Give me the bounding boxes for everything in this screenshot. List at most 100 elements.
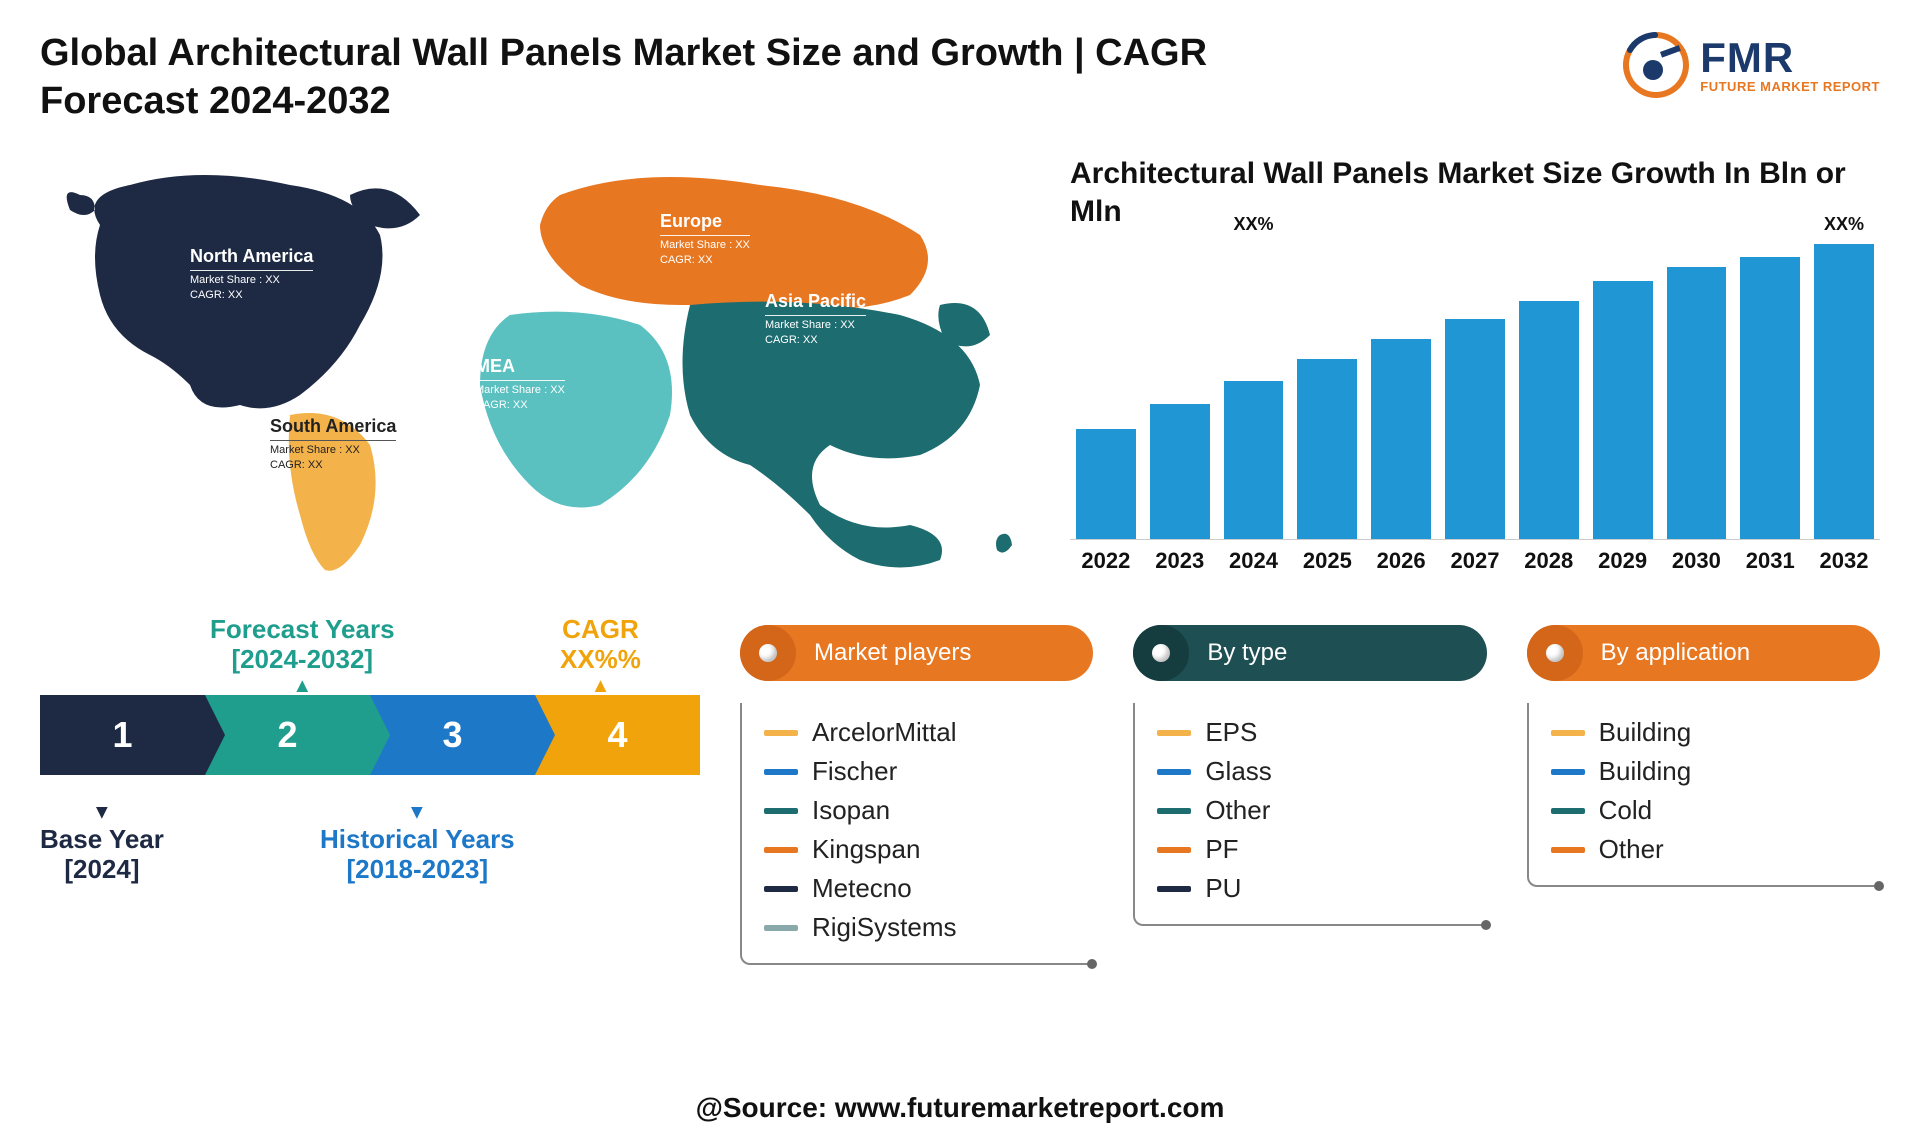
list-item: Building [1551,713,1880,752]
fmr-logo: FMR FUTURE MARKET REPORT [1620,30,1880,100]
list-item: Other [1551,830,1880,869]
bar-2029 [1593,240,1653,539]
x-label: 2031 [1740,548,1800,574]
x-label: 2025 [1297,548,1357,574]
dash-icon [764,847,798,853]
logo-sub: FUTURE MARKET REPORT [1700,79,1880,94]
list-item: RigiSystems [764,908,1093,947]
x-label: 2023 [1150,548,1210,574]
list-item-label: PU [1205,873,1241,904]
list-item-label: Fischer [812,756,897,787]
timeline-seg-2: 2 [205,695,370,775]
dash-icon [764,925,798,931]
list-item: PF [1157,830,1486,869]
x-label: 2032 [1814,548,1874,574]
dash-icon [1551,769,1585,775]
bar-2028 [1519,240,1579,539]
region-label-eu: EuropeMarket Share : XXCAGR: XX [660,210,750,267]
logo-abbr: FMR [1700,37,1880,79]
bar-callout: XX% [1824,214,1864,235]
region-label-sa: South AmericaMarket Share : XXCAGR: XX [270,415,396,472]
chart-title: Architectural Wall Panels Market Size Gr… [1070,155,1880,230]
list-item: ArcelorMittal [764,713,1093,752]
dash-icon [764,730,798,736]
x-label: 2028 [1519,548,1579,574]
list-item-label: Building [1599,756,1692,787]
bar-2032: XX% [1814,240,1874,539]
x-label: 2022 [1076,548,1136,574]
timeline-seg-1: 1 [40,695,205,775]
dash-icon [764,886,798,892]
list-item: PU [1157,869,1486,908]
dash-icon [1551,730,1585,736]
by-type-block: By type EPS Glass Other PF PU [1133,625,1486,965]
bar-callout: XX% [1234,214,1274,235]
timeline: Forecast Years [2024-2032] ▲ CAGR XX%% ▲… [40,625,700,965]
bullet-icon [1133,625,1189,681]
region-label-na: North AmericaMarket Share : XXCAGR: XX [190,245,313,302]
pill-by-type: By type [1133,625,1486,681]
x-label: 2030 [1667,548,1727,574]
bar-2024: XX% [1224,240,1284,539]
dash-icon [1551,847,1585,853]
pill-label: Market players [814,639,971,667]
dash-icon [1157,808,1191,814]
timeline-seg-3: 3 [370,695,535,775]
dash-icon [1551,808,1585,814]
list-item-label: Other [1205,795,1270,826]
market-players-block: Market players ArcelorMittal Fischer Isopa… [740,625,1093,965]
dash-icon [1157,730,1191,736]
bar-2026 [1371,240,1431,539]
list-item-label: Building [1599,717,1692,748]
list-item: Cold [1551,791,1880,830]
pill-label: By application [1601,639,1750,667]
dash-icon [1157,847,1191,853]
bar-2027 [1445,240,1505,539]
x-label: 2027 [1445,548,1505,574]
list-item-label: ArcelorMittal [812,717,956,748]
forecast-label: Forecast Years [210,614,395,644]
list-item: Fischer [764,752,1093,791]
bar-2031 [1740,240,1800,539]
list-item-label: RigiSystems [812,912,956,943]
bullet-icon [740,625,796,681]
chevron-down-icon: ▲ [407,801,427,824]
list-item-label: Isopan [812,795,890,826]
forecast-range: [2024-2032] [231,644,373,674]
by-application-block: By application Building Building Cold Other [1527,625,1880,965]
pill-market-players: Market players [740,625,1093,681]
dash-icon [1157,769,1191,775]
timeline-seg-4: 4 [535,695,700,775]
list-item-label: Kingspan [812,834,920,865]
region-label-ap: Asia PacificMarket Share : XXCAGR: XX [765,290,866,347]
list-item: Isopan [764,791,1093,830]
list-item: Building [1551,752,1880,791]
page-title: Global Architectural Wall Panels Market … [40,30,1340,125]
cagr-label: CAGR [562,614,639,644]
bar-2025 [1297,240,1357,539]
list-item: Glass [1157,752,1486,791]
pill-label: By type [1207,639,1287,667]
list-item-label: EPS [1205,717,1257,748]
list-item-label: Glass [1205,756,1271,787]
x-label: 2026 [1371,548,1431,574]
base-label: Base Year [40,824,164,854]
dash-icon [764,808,798,814]
list-item: Other [1157,791,1486,830]
list-item-label: Other [1599,834,1664,865]
cagr-range: XX%% [560,644,641,674]
source-line: @Source: www.futuremarketreport.com [0,1092,1920,1124]
list-item-label: Cold [1599,795,1652,826]
list-item-label: PF [1205,834,1238,865]
chevron-down-icon: ▲ [92,801,112,824]
list-item-label: Metecno [812,873,912,904]
pill-by-application: By application [1527,625,1880,681]
hist-range: [2018-2023] [347,854,489,884]
hist-label: Historical Years [320,824,515,854]
base-range: [2024] [64,854,139,884]
logo-icon [1620,30,1690,100]
list-item: EPS [1157,713,1486,752]
x-label: 2029 [1593,548,1653,574]
dash-icon [1157,886,1191,892]
bar-2023 [1150,240,1210,539]
